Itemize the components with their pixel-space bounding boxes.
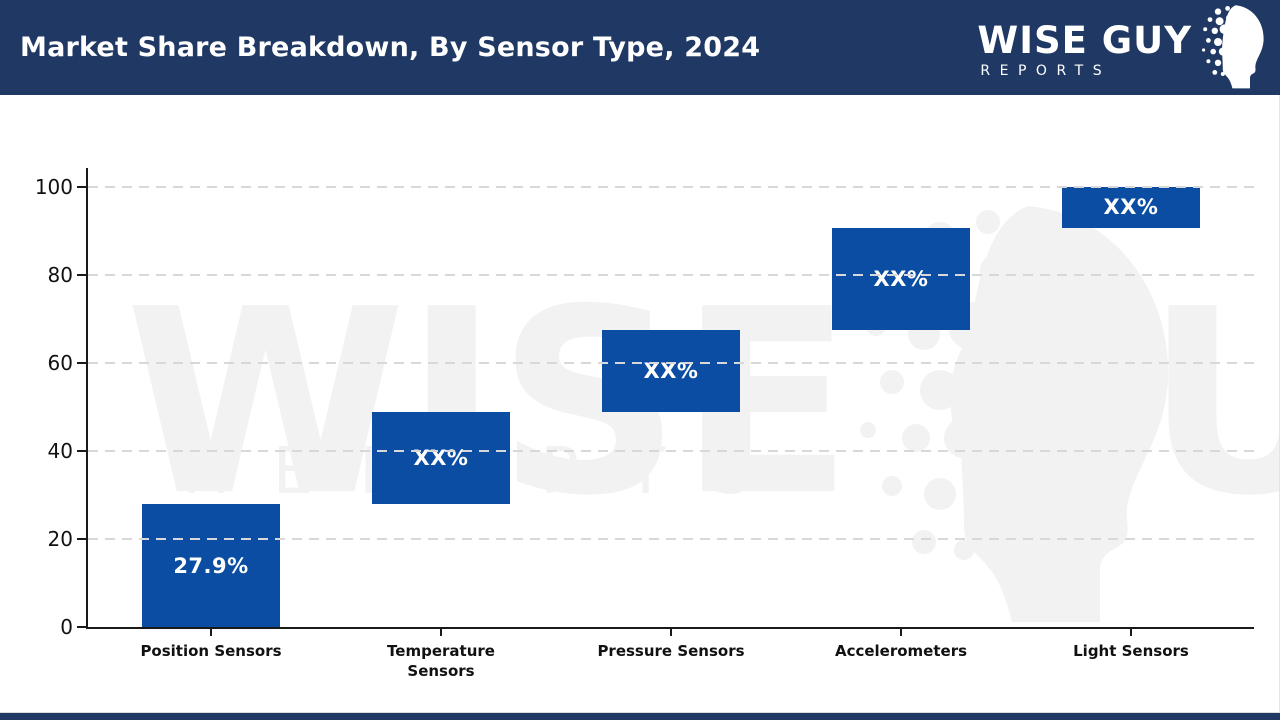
bar-light-sensors: XX% bbox=[1062, 187, 1200, 228]
y-axis-tick bbox=[77, 274, 86, 276]
x-axis-category-label: Accelerometers bbox=[834, 642, 968, 660]
bar-value-label: XX% bbox=[1103, 195, 1159, 220]
x-axis-tick bbox=[900, 629, 902, 636]
bar-temperature-sensors: XX% bbox=[372, 411, 510, 505]
bar-value-label: XX% bbox=[873, 266, 929, 291]
logo-text: WISE GUY REPORTS bbox=[977, 22, 1192, 78]
y-axis-tick-label: 20 bbox=[47, 527, 73, 551]
x-axis-tick bbox=[670, 629, 672, 636]
x-axis-category-label: Light Sensors bbox=[1073, 642, 1189, 660]
x-axis-category-label: Temperature Sensors bbox=[387, 642, 495, 681]
bar-pressure-sensors: XX% bbox=[602, 330, 740, 412]
bar-position-sensors: 27.9% bbox=[142, 504, 280, 627]
y-axis-tick bbox=[77, 450, 86, 452]
y-axis-tick-label: 40 bbox=[47, 439, 73, 463]
wise-guy-logo: WISE GUY REPORTS bbox=[977, 2, 1266, 94]
header-bar: Market Share Breakdown, By Sensor Type, … bbox=[0, 0, 1280, 95]
x-axis-tick bbox=[1130, 629, 1132, 636]
x-axis-tick bbox=[210, 629, 212, 636]
chart-canvas: WISE GUY REPORTS 02040608010027.9%Positi… bbox=[0, 95, 1280, 713]
bar-accelerometers: XX% bbox=[832, 227, 970, 330]
gridline-40 bbox=[88, 450, 1254, 452]
y-axis-tick bbox=[77, 538, 86, 540]
gridline-60 bbox=[88, 362, 1254, 364]
x-axis-category-label: Position Sensors bbox=[140, 642, 282, 660]
gridline-100 bbox=[88, 186, 1254, 188]
x-axis-tick bbox=[440, 629, 442, 636]
gridline-20 bbox=[88, 538, 1254, 540]
x-axis-line bbox=[86, 627, 1254, 629]
y-axis-line bbox=[86, 168, 88, 629]
y-axis-tick bbox=[77, 626, 86, 628]
logo-subtitle: REPORTS bbox=[980, 62, 1112, 79]
y-axis-tick-label: 60 bbox=[47, 351, 73, 375]
y-axis-tick-label: 100 bbox=[34, 175, 73, 199]
head-profile-icon bbox=[1194, 2, 1266, 94]
y-axis-tick bbox=[77, 362, 86, 364]
x-axis-category-label: Pressure Sensors bbox=[597, 642, 745, 660]
y-axis-tick bbox=[77, 186, 86, 188]
page-title: Market Share Breakdown, By Sensor Type, … bbox=[20, 32, 761, 63]
bar-value-label: 27.9% bbox=[173, 553, 249, 578]
y-axis-tick-label: 80 bbox=[47, 263, 73, 287]
logo-name: WISE GUY bbox=[977, 18, 1192, 62]
y-axis-tick-label: 0 bbox=[60, 615, 73, 639]
footer-bar bbox=[0, 713, 1280, 720]
gridline-80 bbox=[88, 274, 1254, 276]
